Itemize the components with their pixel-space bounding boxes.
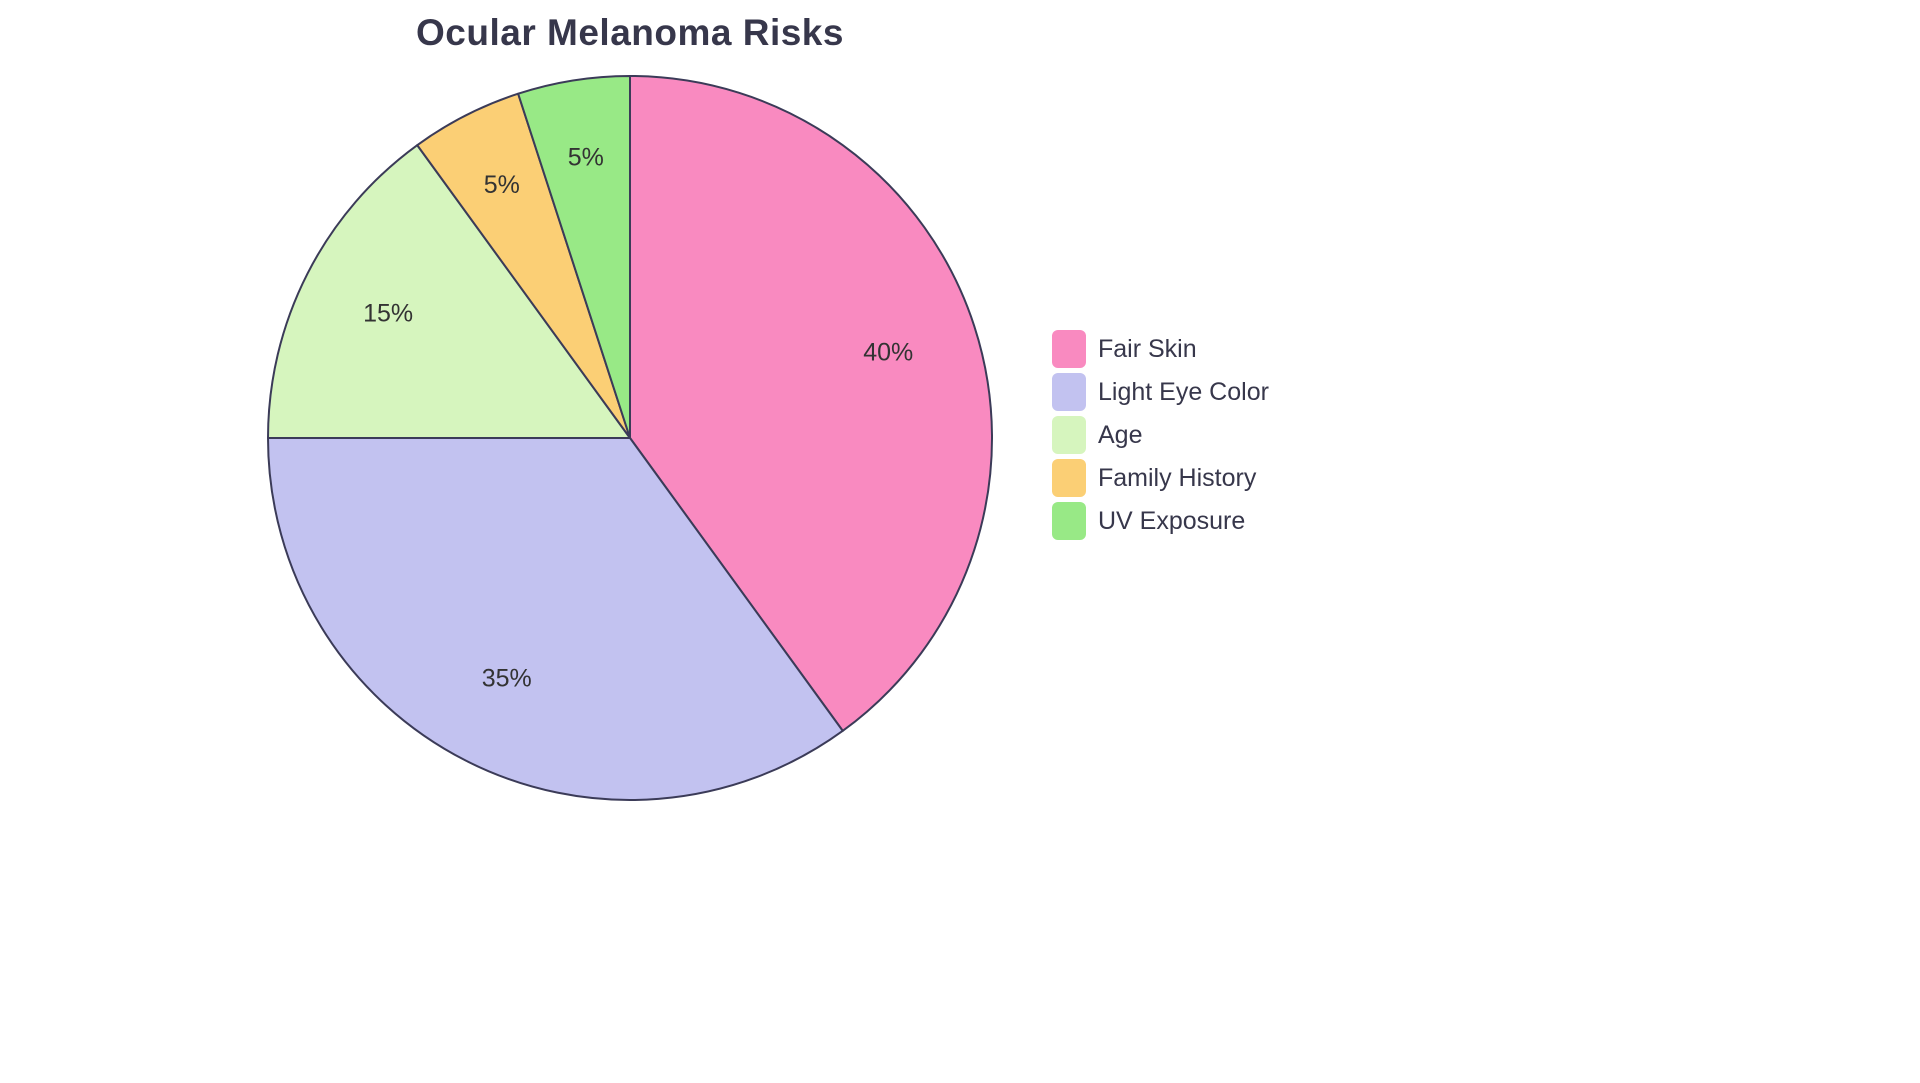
slice-label-age: 15%	[363, 299, 413, 327]
pie-slice-fair-skin	[629, 75, 993, 732]
legend-item-uv-exposure: UV Exposure	[1052, 502, 1269, 540]
legend-item-family-history: Family History	[1052, 459, 1269, 497]
pie-slice-age	[267, 144, 631, 439]
legend-label-fair-skin: Fair Skin	[1098, 334, 1197, 363]
legend: Fair Skin Light Eye Color Age Family Histor…	[1052, 330, 1269, 540]
slice-label-uv-exposure: 5%	[568, 144, 604, 172]
pie-slice-uv-exposure	[517, 75, 631, 439]
legend-swatch-uv-exposure	[1052, 502, 1086, 540]
slice-label-family-history: 5%	[484, 171, 520, 199]
pie-slice-light-eye-color	[267, 437, 844, 801]
legend-item-fair-skin: Fair Skin	[1052, 330, 1269, 368]
chart-title: Ocular Melanoma Risks	[416, 12, 844, 53]
slice-label-fair-skin: 40%	[863, 339, 913, 367]
legend-label-age: Age	[1098, 420, 1143, 449]
legend-swatch-family-history	[1052, 459, 1086, 497]
legend-item-age: Age	[1052, 416, 1269, 454]
legend-label-light-eye-color: Light Eye Color	[1098, 377, 1269, 406]
legend-label-family-history: Family History	[1098, 463, 1257, 492]
slice-label-light-eye-color: 35%	[482, 665, 532, 693]
legend-swatch-light-eye-color	[1052, 373, 1086, 411]
legend-item-light-eye-color: Light Eye Color	[1052, 373, 1269, 411]
legend-swatch-age	[1052, 416, 1086, 454]
legend-swatch-fair-skin	[1052, 330, 1086, 368]
legend-label-uv-exposure: UV Exposure	[1098, 506, 1246, 535]
